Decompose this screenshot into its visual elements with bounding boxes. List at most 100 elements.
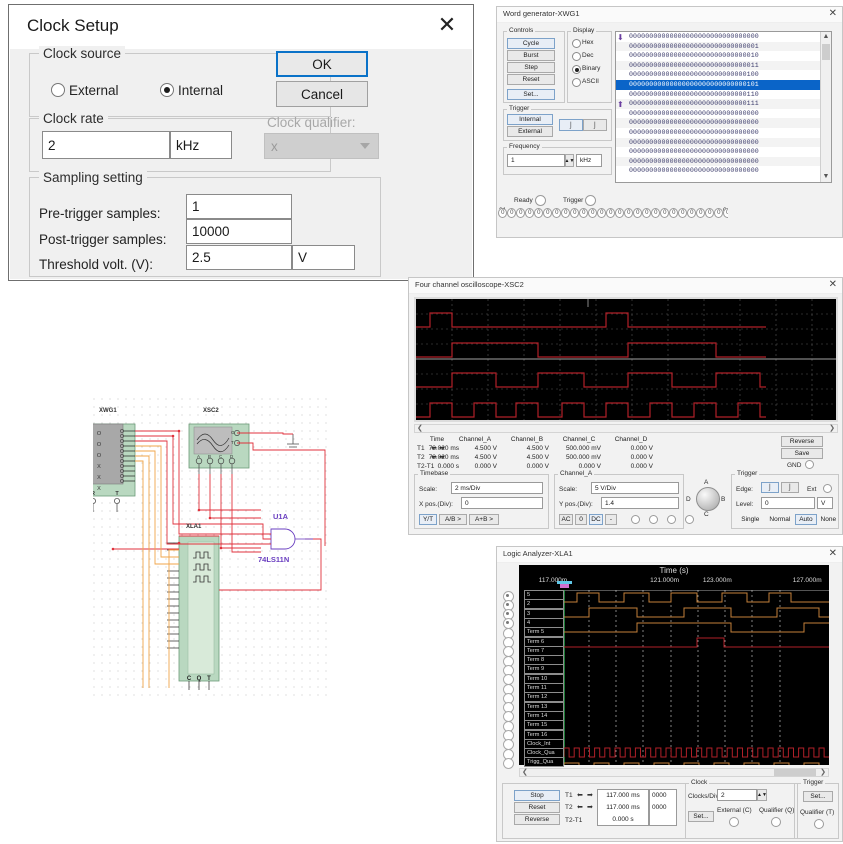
word-generator-bit-row[interactable]: 00000000000000000000000000000000 — [498, 206, 728, 218]
close-icon[interactable]: ✕ — [828, 279, 837, 290]
word-row[interactable]: 00000000000000000000000000000000 — [616, 118, 831, 128]
word-row[interactable]: 00000000000000000000000000000011 — [616, 60, 831, 71]
word-row[interactable]: 00000000000000000000000000000101 — [616, 79, 831, 90]
coupling-dc-button[interactable]: DC — [589, 514, 603, 525]
cursor-left-arrow-icon[interactable]: ⬅ — [431, 454, 437, 461]
trigger-external-button[interactable]: External — [507, 126, 553, 137]
word-row[interactable]: 00000000000000000000000000000010 — [629, 52, 759, 60]
clocks-div-input[interactable]: 2 — [717, 789, 757, 801]
channel-scale-input[interactable]: 5 V/Div — [591, 482, 679, 494]
display-option-hex[interactable]: Hex — [582, 39, 594, 46]
bit-toggle[interactable]: 0 — [642, 208, 651, 218]
reset-button[interactable]: Reset — [507, 74, 555, 85]
word-row[interactable]: 00000000000000000000000000000000 — [616, 137, 831, 148]
word-row[interactable]: 00000000000000000000000000000110 — [629, 90, 759, 98]
bit-toggle[interactable]: 0 — [651, 208, 660, 218]
coupling-minus-button[interactable]: - — [605, 514, 617, 525]
trigger-internal-button[interactable]: Internal — [507, 114, 553, 125]
scroll-left-icon[interactable]: ❮ — [522, 769, 528, 776]
bit-toggle[interactable]: 0 — [507, 208, 516, 218]
word-row[interactable]: 00000000000000000000000000000000 — [629, 167, 759, 175]
cursor-right-arrow-icon[interactable]: ➡ — [439, 454, 445, 461]
frequency-input[interactable]: 1 — [507, 154, 565, 167]
set-button[interactable]: Set... — [507, 89, 555, 100]
scrollbar-thumb[interactable] — [822, 44, 830, 60]
probe-indicator-4[interactable] — [685, 515, 694, 524]
ok-button[interactable]: OK — [276, 51, 368, 77]
bit-toggle[interactable]: 0 — [687, 208, 696, 218]
ab-button[interactable]: A/B > — [439, 514, 467, 525]
stop-button[interactable]: Stop — [514, 790, 560, 801]
t2-left-arrow-icon[interactable]: ⬅ — [577, 804, 583, 811]
pre-trigger-input[interactable]: 1 — [186, 194, 292, 219]
bit-toggle[interactable]: 0 — [579, 208, 588, 218]
scroll-down-icon[interactable]: ▼ — [822, 173, 830, 180]
gnd-indicator[interactable] — [805, 460, 814, 469]
display-option-ascii[interactable]: ASCII — [582, 78, 599, 85]
bit-toggle[interactable]: 0 — [561, 208, 570, 218]
bit-toggle[interactable]: 0 — [588, 208, 597, 218]
word-list-scrollbar[interactable]: ▲ ▼ — [820, 32, 831, 182]
word-row[interactable]: 00000000000000000000000000000111 — [616, 99, 831, 109]
cycle-button[interactable]: Cycle — [507, 38, 555, 49]
close-icon[interactable]: ✕ — [437, 12, 457, 37]
bit-toggle[interactable]: 0 — [705, 208, 714, 218]
burst-button[interactable]: Burst — [507, 50, 555, 61]
coupling-ac-button[interactable]: AC — [559, 514, 573, 525]
logic-analyzer-hscrollbar[interactable]: ❮ ❯ — [519, 768, 829, 777]
bit-toggle[interactable]: 0 — [516, 208, 525, 218]
bit-toggle[interactable]: 0 — [678, 208, 687, 218]
bit-toggle[interactable]: 0 — [660, 208, 669, 218]
radio-hex-icon[interactable] — [572, 39, 581, 48]
trigger-set-button[interactable]: Set... — [803, 791, 833, 802]
rising-edge-icon[interactable]: ⌡ — [559, 119, 583, 131]
trigger-marker-icon[interactable] — [560, 583, 569, 588]
trigger-qualifier-indicator[interactable] — [814, 819, 824, 829]
word-row[interactable]: 00000000000000000000000000000001 — [616, 41, 831, 52]
bit-toggle[interactable]: 0 — [534, 208, 543, 218]
timebase-scale-input[interactable]: 2 ms/Div — [451, 482, 543, 494]
scroll-right-icon[interactable]: ❯ — [820, 769, 826, 776]
apb-button[interactable]: A+B > — [469, 514, 499, 525]
edge-rising-icon[interactable]: ⌡ — [761, 482, 779, 493]
trigger-mode-none-button[interactable]: None — [820, 516, 837, 523]
trigger-mode-single-button[interactable]: Single — [741, 516, 760, 523]
edge-falling-icon[interactable]: ⌡ — [781, 482, 799, 493]
bit-toggle[interactable]: 0 — [615, 208, 624, 218]
logic-analyzer-display[interactable]: Time (s) 117.000m 121.000m 123.000m 127.000… — [519, 565, 829, 768]
word-row[interactable]: 00000000000000000000000000000000 — [629, 109, 759, 117]
scrollbar-thumb[interactable] — [774, 769, 816, 776]
frequency-spinner[interactable]: ▲▼ — [565, 154, 574, 167]
bit-toggle[interactable]: 0 — [669, 208, 678, 218]
post-trigger-input[interactable]: 10000 — [186, 219, 292, 244]
clock-qualifier-indicator[interactable] — [771, 817, 781, 827]
word-row[interactable]: 00000000000000000000000000000100 — [629, 71, 759, 79]
trigger-mode-normal-button[interactable]: Normal — [769, 516, 791, 523]
cancel-button[interactable]: Cancel — [276, 81, 368, 107]
threshold-input[interactable]: 2.5 — [186, 245, 292, 270]
bit-toggle[interactable]: 0 — [633, 208, 642, 218]
probe-indicator-2[interactable] — [649, 515, 658, 524]
word-row[interactable]: 00000000000000000000000000000000 — [629, 128, 759, 136]
channel-selector-knob[interactable] — [696, 487, 720, 511]
clock-external-indicator[interactable] — [729, 817, 739, 827]
level-input[interactable]: 0 — [761, 497, 815, 509]
oscilloscope-waveform-display[interactable] — [414, 297, 838, 422]
bit-toggle[interactable]: 0 — [606, 208, 615, 218]
bit-toggle[interactable]: 0 — [543, 208, 552, 218]
bit-toggle[interactable]: 0 — [552, 208, 561, 218]
radio-ascii-icon[interactable] — [572, 78, 581, 87]
close-icon[interactable]: ✕ — [828, 8, 837, 19]
bit-toggle[interactable]: 0 — [624, 208, 633, 218]
bit-toggle[interactable]: 0 — [597, 208, 606, 218]
radio-dec-icon[interactable] — [572, 52, 581, 61]
channel-enable-radio[interactable] — [503, 757, 514, 769]
trigger-mode-auto-button[interactable]: Auto — [795, 514, 817, 525]
word-row[interactable]: 00000000000000000000000000000000 — [616, 156, 831, 167]
scroll-left-icon[interactable]: ❮ — [417, 425, 423, 432]
close-icon[interactable]: ✕ — [828, 548, 837, 559]
clocks-div-spinner[interactable]: ▲▼ — [757, 789, 767, 801]
oscilloscope-hscrollbar[interactable]: ❮ ❯ — [414, 424, 838, 433]
scroll-up-icon[interactable]: ▲ — [822, 33, 830, 40]
clock-qualifier-select[interactable]: x — [264, 133, 379, 159]
